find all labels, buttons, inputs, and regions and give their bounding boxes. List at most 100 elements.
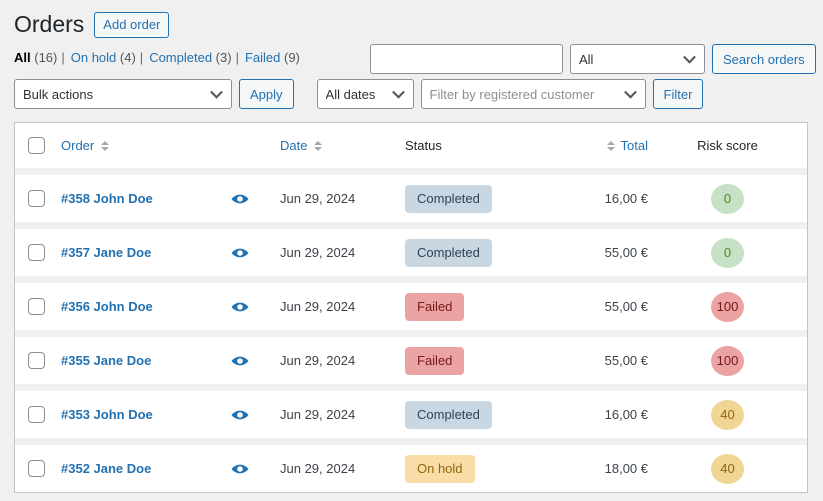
order-date: Jun 29, 2024 [280,245,356,260]
row-checkbox[interactable] [28,244,45,261]
status-filter-item: Completed (3) | [149,50,245,65]
status-filter-separator: | [61,50,65,65]
column-header-date-label: Date [280,138,308,153]
bulk-actions-select[interactable]: Bulk actions [14,79,232,109]
order-date: Jun 29, 2024 [280,461,356,476]
search-type-select-wrap: All [570,44,705,74]
order-date: Jun 29, 2024 [280,191,356,206]
row-order-cell: #355 Jane Doe [61,353,225,368]
row-checkbox-cell [15,244,61,261]
status-filter-separator: | [235,50,239,65]
row-status-cell: Failed [395,292,600,321]
table-row: #358 John Doe Jun 29, 2024 Completed 16,… [15,175,807,222]
sort-arrows-icon [606,140,615,151]
status-filter-link[interactable]: On hold (4) [71,50,136,65]
row-risk-cell: 0 [648,237,807,268]
status-filter-label: All [14,50,31,65]
search-orders-button[interactable]: Search orders [712,44,816,74]
table-body: #358 John Doe Jun 29, 2024 Completed 16,… [15,175,807,492]
row-preview-cell [225,352,275,370]
status-filter-label: Completed [149,50,213,65]
column-header-date[interactable]: Date [280,138,323,153]
row-checkbox[interactable] [28,190,45,207]
header-order-cell: Order [61,138,225,153]
column-header-order[interactable]: Order [61,138,110,153]
column-header-total[interactable]: Total [606,138,648,153]
row-status-cell: Completed [395,400,600,429]
status-badge: Completed [405,184,492,213]
risk-score-badge: 40 [711,399,744,430]
status-filter-link[interactable]: All (16) [14,50,57,65]
status-filter-label: On hold [70,50,117,65]
row-order-cell: #352 Jane Doe [61,461,225,476]
preview-eye-icon[interactable] [231,406,249,424]
order-link[interactable]: #353 John Doe [61,407,153,422]
search-type-select[interactable]: All [570,44,705,74]
order-total: 16,00 € [604,407,648,422]
row-checkbox[interactable] [28,406,45,423]
header-date-cell: Date [275,138,395,153]
dates-select-wrap: All dates [316,79,414,109]
sort-arrows-icon [314,140,323,151]
column-header-total-label: Total [620,138,648,153]
column-header-order-label: Order [61,138,95,153]
table-row: #355 Jane Doe Jun 29, 2024 Failed 55,00 … [15,337,807,384]
row-status-cell: Failed [395,346,600,375]
order-link[interactable]: #352 Jane Doe [61,461,152,476]
row-order-cell: #353 John Doe [61,407,225,422]
add-order-button[interactable]: Add order [94,11,170,38]
order-total: 55,00 € [604,353,648,368]
row-status-cell: Completed [395,238,600,267]
order-link[interactable]: #357 Jane Doe [61,245,152,260]
row-risk-cell: 100 [648,345,807,376]
status-badge: Failed [405,346,465,375]
column-header-status: Status [405,138,442,153]
order-date: Jun 29, 2024 [280,407,356,422]
apply-button[interactable]: Apply [239,79,294,109]
page-header: Orders Add order [0,0,823,40]
status-badge: Completed [405,400,492,429]
order-date: Jun 29, 2024 [280,299,356,314]
status-filter-label: Failed [244,50,281,65]
risk-score-badge: 100 [711,291,744,322]
preview-eye-icon[interactable] [231,298,249,316]
row-preview-cell [225,406,275,424]
row-checkbox[interactable] [28,298,45,315]
header-total-cell: Total [600,138,648,153]
preview-eye-icon[interactable] [231,460,249,478]
order-link[interactable]: #355 Jane Doe [61,353,152,368]
order-total: 18,00 € [604,461,648,476]
table-row: #353 John Doe Jun 29, 2024 Completed 16,… [15,391,807,438]
search-input[interactable] [370,44,563,74]
row-risk-cell: 100 [648,291,807,322]
status-badge: Failed [405,292,465,321]
customer-filter-select[interactable]: Filter by registered customer [420,79,646,109]
column-header-risk-score: Risk score [697,138,758,153]
row-status-cell: Completed [395,184,600,213]
filter-button[interactable]: Filter [652,79,704,109]
bulk-actions-select-wrap: Bulk actions [14,79,232,109]
orders-table: Order Date Status Total Risk score [14,122,808,493]
customer-filter-select-wrap: Filter by registered customer [420,79,646,109]
order-total: 55,00 € [604,299,648,314]
dates-select[interactable]: All dates [316,79,414,109]
order-link[interactable]: #356 John Doe [61,299,153,314]
risk-score-badge: 0 [711,183,744,214]
row-checkbox[interactable] [28,460,45,477]
order-link[interactable]: #358 John Doe [61,191,153,206]
status-filter-list: All (16) | On hold (4) | Completed (3) | Faile… [14,50,823,65]
status-filter-link[interactable]: Failed (9) [245,50,300,65]
risk-score-badge: 40 [711,453,744,484]
status-filter-count: (9) [280,50,300,65]
status-filter-link[interactable]: Completed (3) [149,50,231,65]
preview-eye-icon[interactable] [231,352,249,370]
preview-eye-icon[interactable] [231,244,249,262]
row-checkbox[interactable] [28,352,45,369]
order-total: 16,00 € [604,191,648,206]
preview-eye-icon[interactable] [231,190,249,208]
row-checkbox-cell [15,298,61,315]
status-filter-item: On hold (4) | [71,50,149,65]
status-badge: On hold [405,454,475,483]
select-all-checkbox[interactable] [28,137,45,154]
